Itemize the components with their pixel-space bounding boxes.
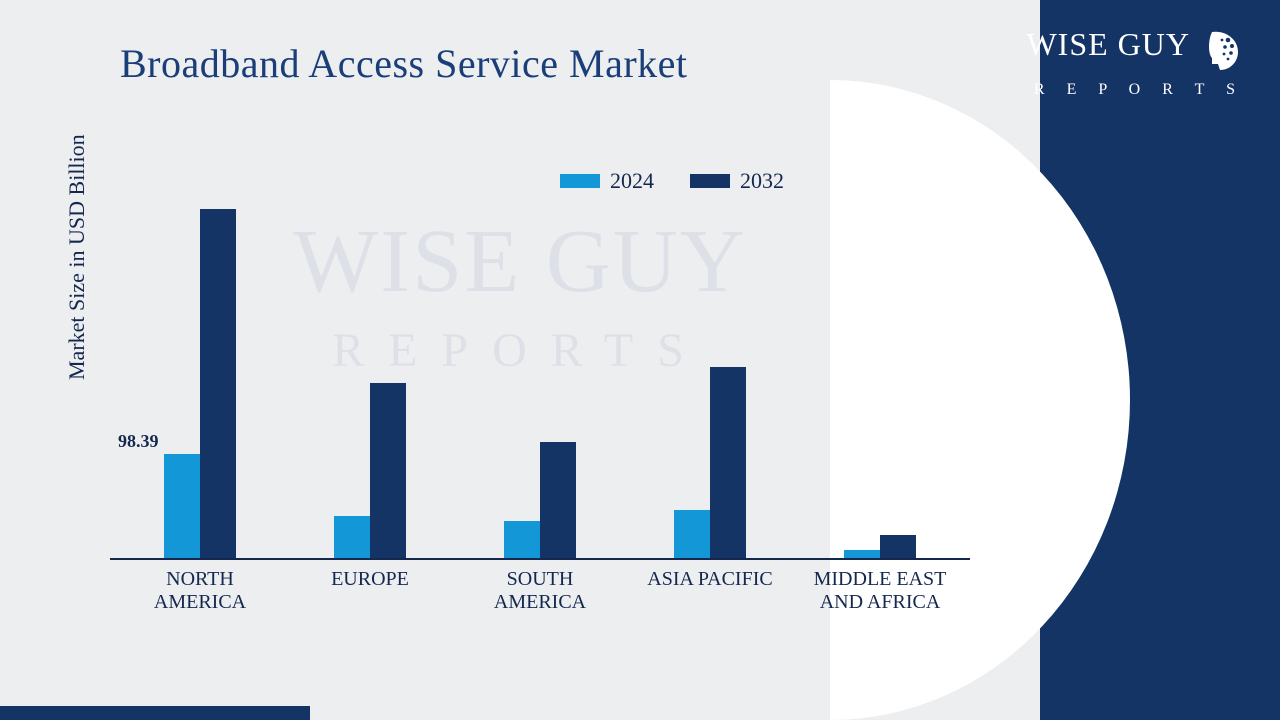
bar [334,516,370,558]
bar [540,442,576,558]
legend-swatch [560,174,600,188]
legend-swatch [690,174,730,188]
chart-title: Broadband Access Service Market [120,40,688,87]
plot-area: 98.39 [110,200,970,560]
brand-head-icon [1198,28,1244,78]
legend: 2024 2032 [560,168,784,194]
x-axis-label: ASIA PACIFIC [640,568,780,591]
bar-group [480,442,600,558]
bar [370,383,406,558]
bar [674,510,710,558]
legend-item: 2032 [690,168,784,194]
bar-group [820,535,940,558]
bar [880,535,916,558]
x-axis-labels: NORTH AMERICA EUROPE SOUTH AMERICA ASIA PAC… [110,568,970,678]
brand-line-1: WISE GUY [1026,26,1190,62]
x-axis-label: SOUTH AMERICA [470,568,610,614]
bar [504,521,540,558]
bar [200,209,236,558]
x-axis-label: NORTH AMERICA [130,568,270,614]
footer-accent-bar [0,706,310,720]
bar-group [650,367,770,558]
legend-label: 2024 [610,168,654,194]
y-axis-label: Market Size in USD Billion [64,134,90,380]
x-axis-label: EUROPE [300,568,440,591]
bar-group [140,209,260,558]
legend-label: 2032 [740,168,784,194]
infographic-stage: WISE GUY R E P O R T S WISE GUY REPORTS … [0,0,1280,720]
bar [164,454,200,558]
bar [710,367,746,558]
brand-logo: WISE GUY R E P O R T S [1026,28,1244,98]
bar-group [310,383,430,558]
bar [844,550,880,558]
x-axis-label: MIDDLE EAST AND AFRICA [810,568,950,614]
bar-chart: 98.39 NORTH AMERICA EUROPE SOUTH AMERICA AS… [100,200,980,670]
legend-item: 2024 [560,168,654,194]
brand-line-2: R E P O R T S [1026,82,1244,98]
